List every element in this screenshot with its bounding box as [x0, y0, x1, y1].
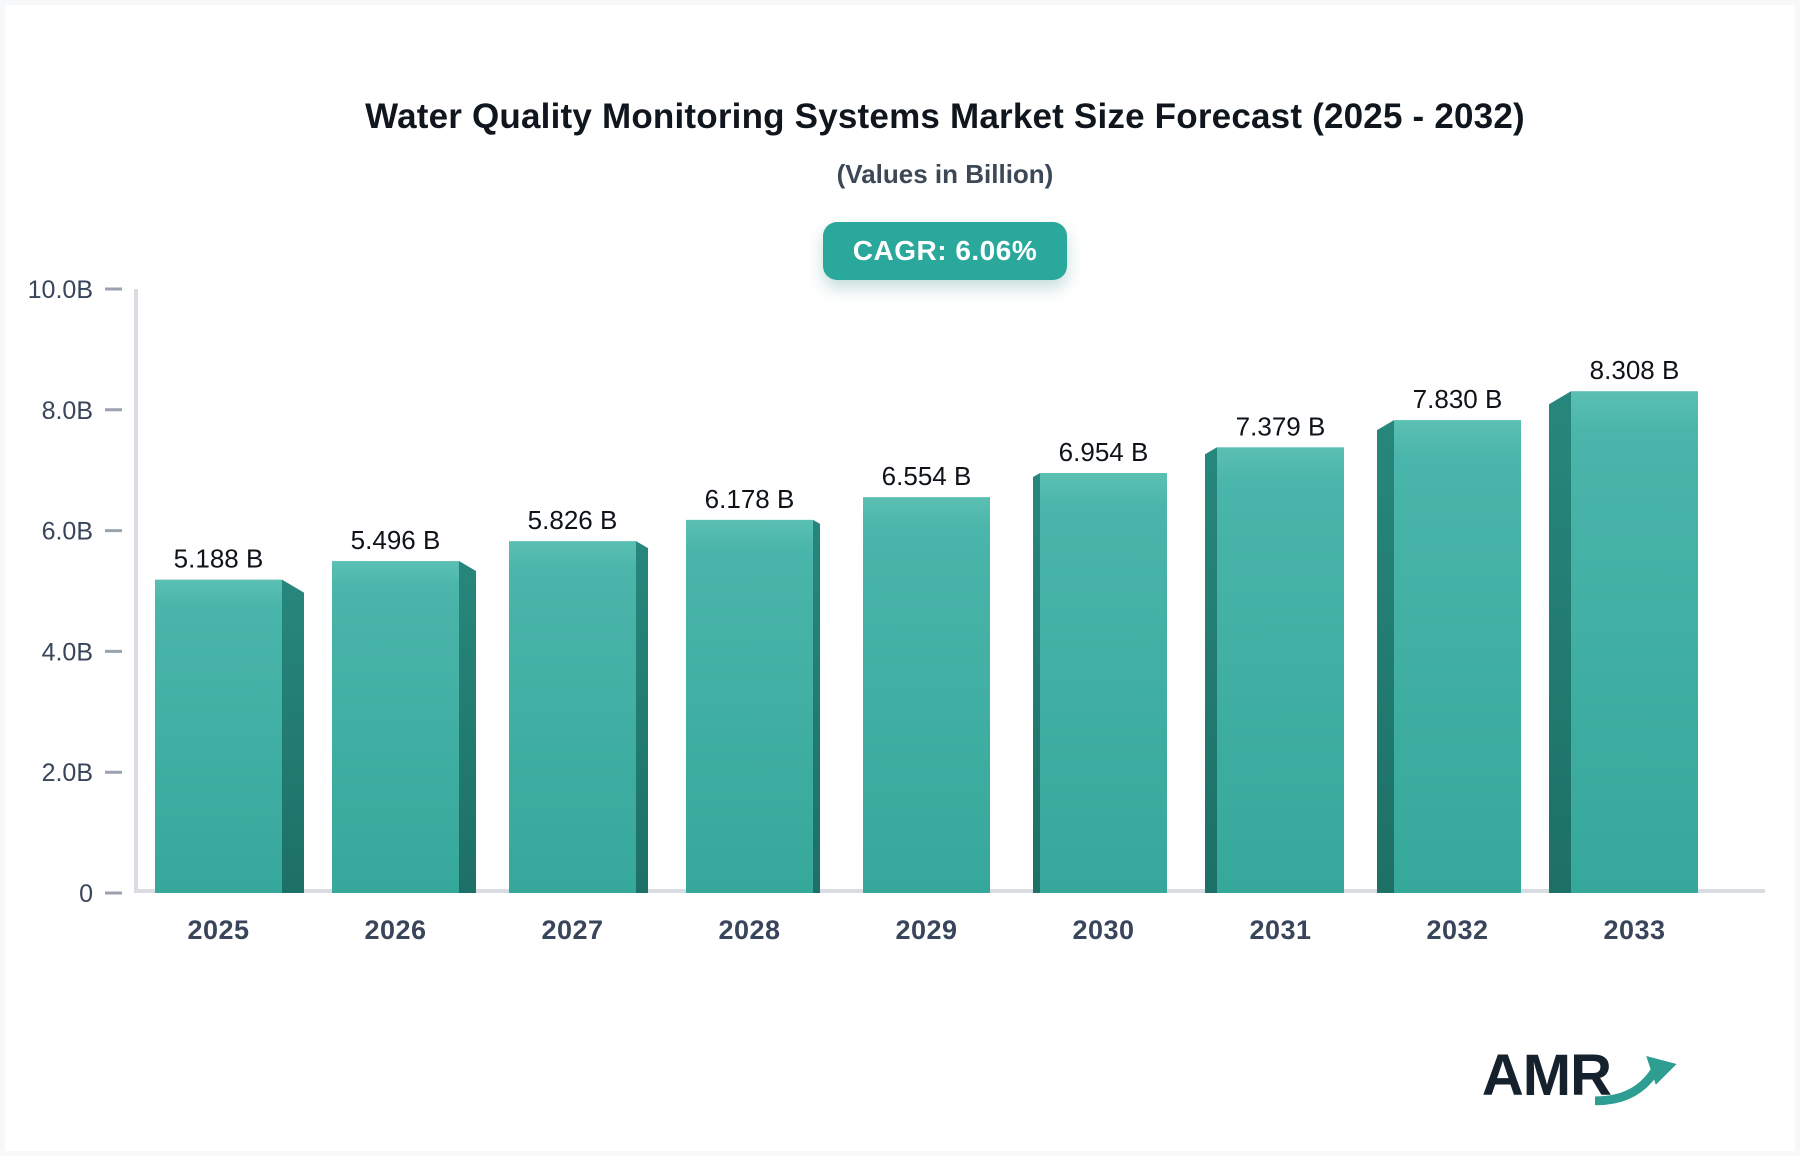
growth-arrow-icon	[1595, 1056, 1677, 1106]
y-tick-label: 4.0B	[42, 638, 93, 666]
bar-value-label: 6.178 B	[705, 484, 795, 514]
bar-value-label: 5.826 B	[528, 505, 618, 535]
bar-side-face	[1205, 447, 1217, 893]
x-tick-label: 2029	[895, 915, 957, 945]
bar-group-2030: 6.954 B 2030	[1033, 437, 1167, 945]
chart-header: Water Quality Monitoring Systems Market …	[125, 5, 1765, 280]
bar-group-2033: 8.308 B 2033	[1549, 355, 1698, 945]
bar-front-face	[332, 561, 459, 893]
x-tick-label: 2026	[364, 915, 426, 945]
bar-front-face	[1571, 391, 1698, 893]
y-tick-label: 6.0B	[42, 518, 93, 546]
bar-group-2025: 5.188 B 2025	[155, 544, 304, 945]
x-tick-label: 2032	[1426, 915, 1488, 945]
bar-front-face	[509, 541, 636, 893]
bar-group-2031: 7.379 B 2031	[1205, 411, 1344, 945]
bar-group-2026: 5.496 B 2026	[332, 525, 476, 945]
y-tick-label: 10.0B	[28, 276, 93, 304]
bar-value-label: 8.308 B	[1590, 355, 1680, 385]
bar-value-label: 5.188 B	[174, 544, 264, 574]
bar-value-label: 7.830 B	[1413, 384, 1503, 414]
bar-front-face	[686, 519, 813, 893]
bar-side-face	[282, 579, 304, 893]
y-tick-label: 8.0B	[42, 397, 93, 425]
bar-group-2028: 6.178 B 2028	[686, 484, 820, 945]
bar-value-label: 7.379 B	[1236, 411, 1326, 441]
bar-side-face	[459, 561, 476, 893]
x-tick-label: 2028	[718, 915, 780, 945]
brand-logo: AMR	[1481, 1043, 1691, 1108]
bar-front-face	[155, 579, 282, 893]
bar-chart-canvas: 0 2.0B 4.0B 6.0B 8.0B 10.0B 5.188 B 2025 5.496 B…	[28, 276, 1765, 945]
bar-front-face	[1394, 420, 1521, 893]
bar-value-label: 5.496 B	[351, 525, 441, 555]
x-tick-label: 2031	[1249, 915, 1311, 945]
bar-value-label: 6.554 B	[882, 461, 972, 491]
bar-side-face	[1549, 391, 1571, 893]
chart-title: Water Quality Monitoring Systems Market …	[365, 97, 1525, 136]
x-tick-label: 2027	[541, 915, 603, 945]
y-tick-label: 2.0B	[42, 759, 93, 787]
y-tick-label: 0	[79, 880, 93, 908]
bar-front-face	[1040, 472, 1167, 893]
bar-side-face	[636, 541, 648, 893]
bar-front-face	[863, 497, 990, 893]
x-tick-label: 2030	[1072, 915, 1134, 945]
cagr-badge: CAGR: 6.06%	[822, 222, 1068, 280]
bar-group-2027: 5.826 B 2027	[509, 505, 648, 945]
chart-subtitle: (Values in Billion)	[836, 159, 1054, 189]
bar-side-face	[1033, 472, 1040, 893]
bar-group-2029: 6.554 B 2029	[863, 461, 990, 945]
bar-value-label: 6.954 B	[1059, 437, 1149, 467]
bar-side-face	[1377, 420, 1394, 893]
bar-front-face	[1217, 447, 1344, 893]
x-tick-label: 2033	[1603, 915, 1665, 945]
bar-group-2032: 7.830 B 2032	[1377, 384, 1521, 945]
brand-logo-text: AMR	[1481, 1043, 1612, 1108]
x-tick-label: 2025	[187, 915, 249, 945]
bar-side-face	[813, 519, 820, 893]
